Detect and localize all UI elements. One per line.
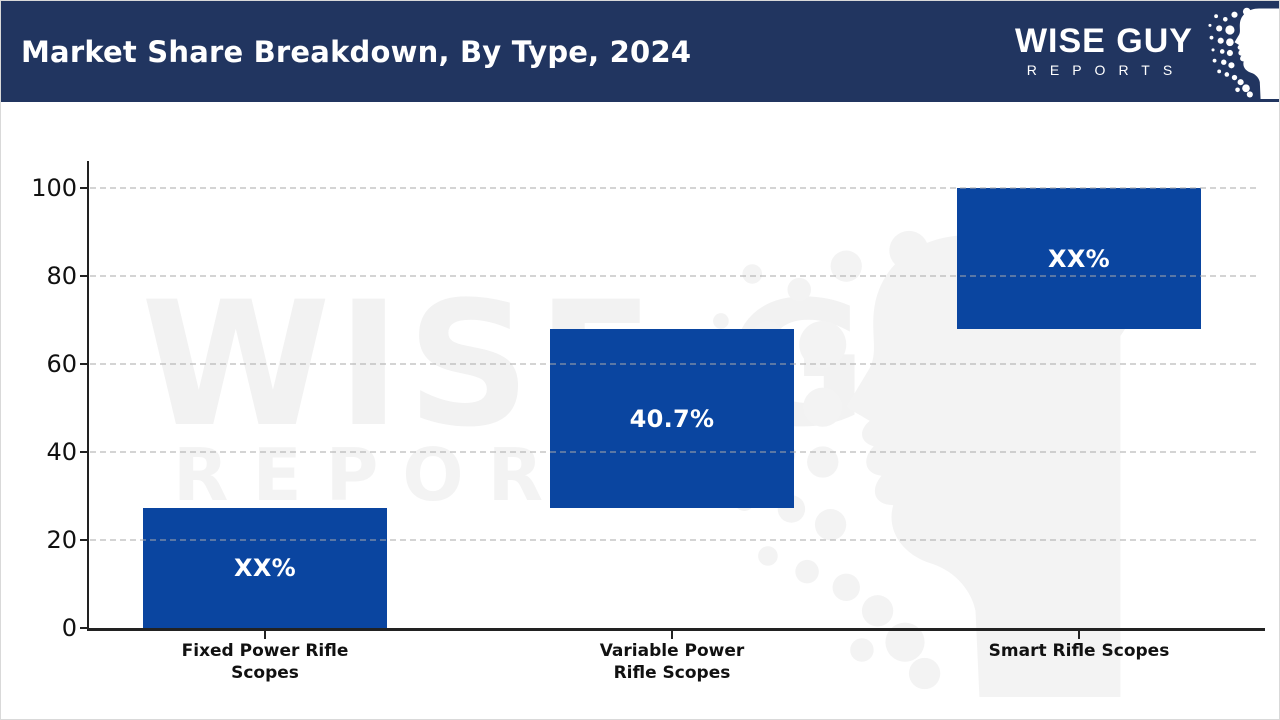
y-axis-tick-40 [80, 451, 89, 453]
x-axis-category-line: Scopes [231, 663, 299, 683]
x-axis-tick-2 [1078, 631, 1080, 639]
logo-text: WISE GUY REPORTS [1015, 23, 1193, 78]
y-axis-tick-20 [80, 539, 89, 541]
x-axis-tick-0 [264, 631, 266, 639]
y-axis-tick-80 [80, 275, 89, 277]
bar-smart-rifle-scopes: XX% [957, 188, 1201, 330]
y-axis-label-0: 0 [61, 614, 77, 642]
gridline-20 [90, 539, 1256, 541]
x-axis-tick-1 [671, 631, 673, 639]
y-axis-tick-60 [80, 363, 89, 365]
x-axis-category-label: Variable Power Rifle Scopes [502, 640, 842, 684]
y-axis-tick-0 [80, 627, 89, 629]
logo-subtext: REPORTS [1026, 62, 1186, 78]
x-axis-category-line: Fixed Power Rifle [181, 641, 349, 661]
y-axis-label-20: 20 [46, 526, 77, 554]
y-axis-line [87, 161, 89, 631]
gridline-80 [90, 275, 1256, 277]
x-axis-category-line: Smart Rifle Scopes [988, 641, 1170, 661]
x-axis-category-line: Rifle Scopes [613, 663, 731, 683]
wiseguy-logo: WISE GUY REPORTS [1015, 1, 1280, 102]
x-axis-line [87, 628, 1265, 631]
bar-value-label: 40.7% [629, 404, 715, 433]
gridline-100 [90, 187, 1256, 189]
y-axis-tick-100 [80, 187, 89, 189]
header-bar: Market Share Breakdown, By Type, 2024 WI… [1, 1, 1280, 102]
bar-fixed-power-rifle-scopes: XX% [143, 508, 387, 628]
face-dots-icon [1203, 7, 1280, 99]
gridline-60 [90, 363, 1256, 365]
bar-variable-power-rifle-scopes: 40.7% [550, 329, 794, 509]
x-axis-category-line: Variable Power [599, 641, 745, 661]
y-axis-label-40: 40 [46, 438, 77, 466]
bar-value-label: XX% [234, 554, 296, 583]
y-axis-label-100: 100 [31, 174, 77, 202]
x-axis-category-label: Smart Rifle Scopes [909, 640, 1249, 662]
gridline-40 [90, 451, 1256, 453]
x-axis-category-label: Fixed Power Rifle Scopes [95, 640, 435, 684]
y-axis-label-60: 60 [46, 350, 77, 378]
chart-title: Market Share Breakdown, By Type, 2024 [21, 34, 692, 69]
logo-wordmark: WISE GUY [1014, 22, 1193, 60]
y-axis-label-80: 80 [46, 262, 77, 290]
bar-value-label: XX% [1048, 244, 1110, 273]
